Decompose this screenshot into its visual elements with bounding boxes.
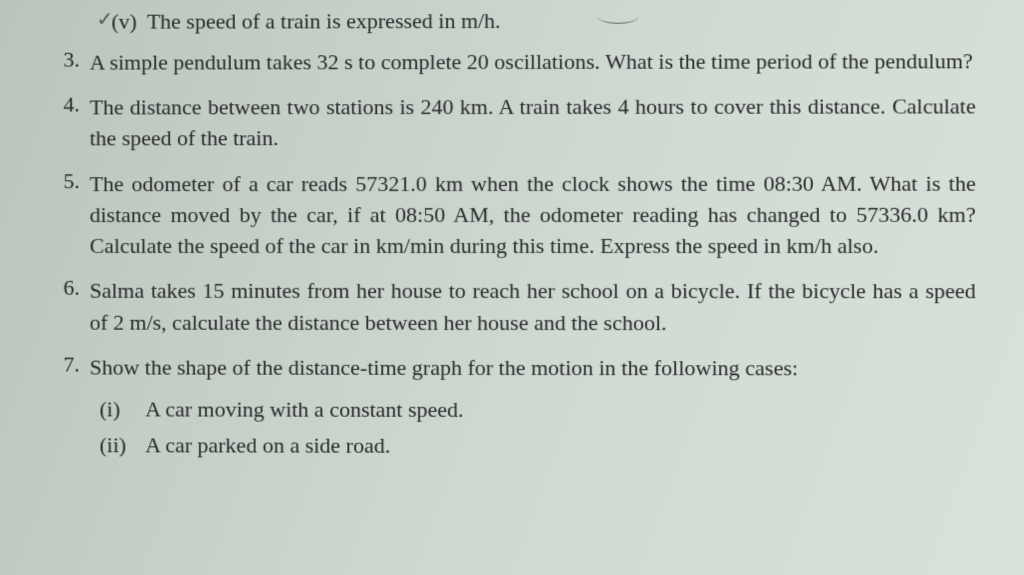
question-5: 5. The odometer of a car reads 57321.0 k… xyxy=(52,167,976,261)
question-number: 6. xyxy=(52,275,80,301)
question-3: 3. A simple pendulum takes 32 s to compl… xyxy=(52,45,976,78)
sub-number: (ii) xyxy=(100,432,134,458)
question-body: Salma takes 15 minutes from her house to… xyxy=(90,275,976,338)
item-v-label: (v) xyxy=(111,9,136,35)
sub-text: A car parked on a side road. xyxy=(145,433,390,459)
question-6: 6. Salma takes 15 minutes from her house… xyxy=(52,275,976,338)
question-number: 4. xyxy=(52,92,80,118)
question-number: 7. xyxy=(52,351,80,377)
question-4: 4. The distance between two stations is … xyxy=(52,91,976,154)
sub-item-i: (i) A car moving with a constant speed. xyxy=(100,397,976,424)
sub-item-ii: (ii) A car parked on a side road. xyxy=(100,432,976,460)
checkmark-icon: ✓ xyxy=(97,7,114,32)
arc-mark-icon xyxy=(598,10,638,24)
question-body: The distance between two stations is 240… xyxy=(90,91,976,154)
question-body: A simple pendulum takes 32 s to complete… xyxy=(90,45,976,78)
item-v-text: The speed of a train is expressed in m/h… xyxy=(147,8,501,35)
question-7: 7. Show the shape of the distance-time g… xyxy=(52,351,976,383)
question-body: Show the shape of the distance-time grap… xyxy=(90,351,976,383)
question-number: 3. xyxy=(52,47,80,73)
page-content: ✓ (v) The speed of a train is expressed … xyxy=(2,0,1024,490)
sub-number: (i) xyxy=(100,397,134,423)
sub-text: A car moving with a constant speed. xyxy=(145,397,463,423)
question-number: 5. xyxy=(52,168,80,194)
question-body: The odometer of a car reads 57321.0 km w… xyxy=(90,167,976,261)
item-v: ✓ (v) The speed of a train is expressed … xyxy=(111,7,975,35)
